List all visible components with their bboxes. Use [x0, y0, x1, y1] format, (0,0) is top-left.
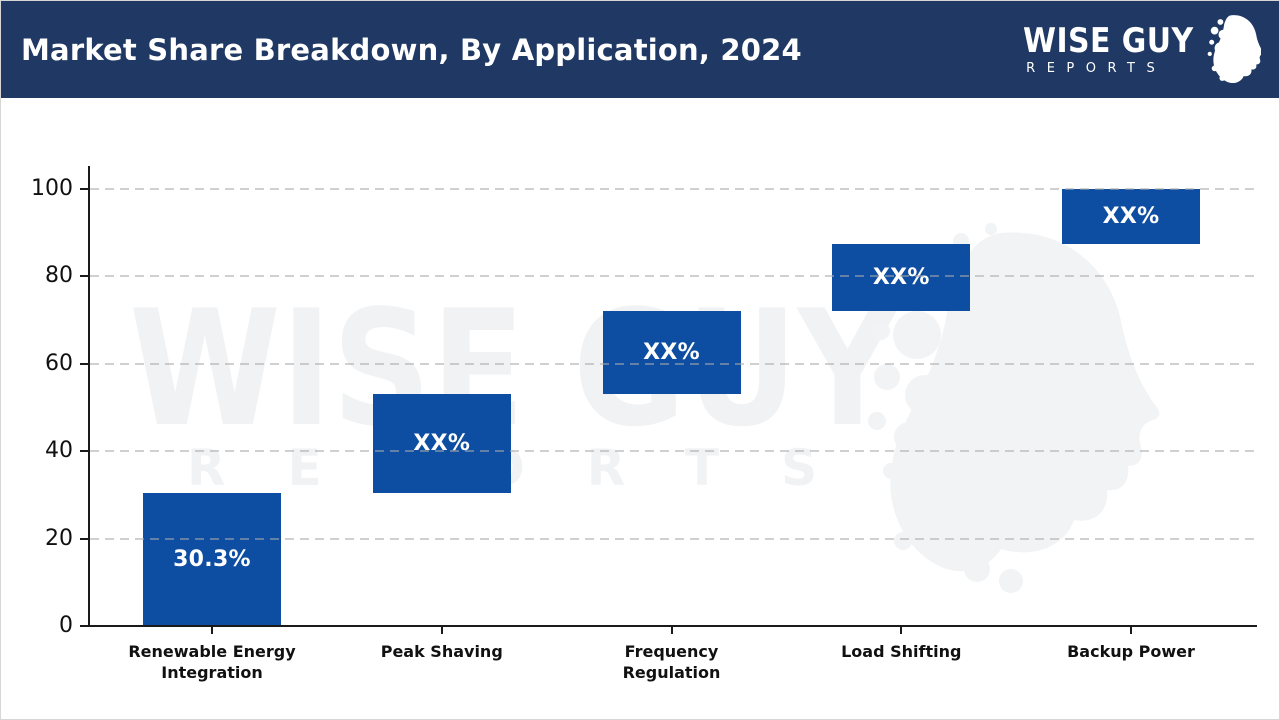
gridline-60	[90, 362, 1257, 365]
x-tick-mark	[900, 627, 903, 634]
logo-reports-label: REPORTS	[1026, 60, 1167, 76]
waterfall-bar-segment: XX%	[602, 311, 741, 395]
x-category-label-line: Frequency	[624, 642, 719, 661]
y-tick-label: 40	[45, 438, 73, 463]
y-axis-line	[88, 166, 90, 627]
y-tick-mark	[80, 625, 88, 627]
y-tick-mark	[80, 187, 88, 190]
gridline-100	[90, 187, 1257, 190]
x-category-label: Renewable Energy Integration	[92, 641, 332, 683]
y-tick-mark	[80, 275, 88, 277]
waterfall-bar-segment: 30.3%	[143, 493, 281, 626]
y-tick-label: 100	[31, 175, 73, 201]
bar-value-label: XX%	[413, 431, 471, 457]
bar-value-label: XX%	[1102, 203, 1160, 229]
x-tick-mark	[440, 627, 443, 634]
x-category-label-line: Integration	[161, 663, 263, 682]
x-category-label: Frequency Regulation	[552, 641, 792, 683]
logo-head-icon	[1207, 14, 1261, 83]
x-category-label-line: Backup Power	[1067, 642, 1195, 661]
logo-brand-name: WISE GUY	[1023, 20, 1194, 61]
watermark-brand-text: WISE GUY	[129, 275, 898, 462]
y-tick-label: 0	[59, 613, 73, 638]
header-bar: Market Share Breakdown, By Application, …	[1, 1, 1279, 98]
y-tick-label: 20	[45, 525, 73, 551]
bar-value-label: XX%	[872, 265, 930, 291]
wise-guy-logo: WISE GUY REPORTS	[1023, 10, 1261, 90]
gridline-80	[90, 275, 1257, 277]
x-category-label-line: Renewable Energy	[128, 642, 296, 661]
x-category-label-line: Peak Shaving	[380, 642, 503, 661]
waterfall-bar-segment: XX%	[832, 244, 971, 311]
gridline-40	[90, 450, 1257, 452]
x-category-label: Peak Shaving	[322, 641, 562, 662]
x-category-label-line: Load Shifting	[841, 642, 962, 661]
y-tick-label: 60	[45, 350, 73, 376]
y-tick-mark	[80, 450, 88, 452]
x-tick-mark	[670, 627, 673, 634]
waterfall-bar-segment: XX%	[1062, 188, 1200, 245]
y-tick-mark	[80, 537, 88, 540]
x-category-label-line: Regulation	[622, 663, 721, 682]
x-axis-line	[88, 625, 1257, 627]
y-tick-mark	[80, 362, 88, 365]
logo-text: WISE GUY REPORTS	[1023, 24, 1217, 76]
x-tick-mark	[211, 627, 213, 634]
y-tick-label: 80	[45, 263, 73, 288]
x-tick-mark	[1130, 627, 1132, 634]
gridline-20	[90, 537, 1257, 540]
bar-value-label: 30.3%	[173, 547, 251, 573]
waterfall-bar-segment: XX%	[372, 394, 511, 494]
x-category-label: Load Shifting	[781, 641, 1021, 662]
x-category-label: Backup Power	[1011, 641, 1251, 662]
bar-value-label: XX%	[643, 340, 700, 366]
page-title: Market Share Breakdown, By Application, …	[21, 32, 802, 67]
